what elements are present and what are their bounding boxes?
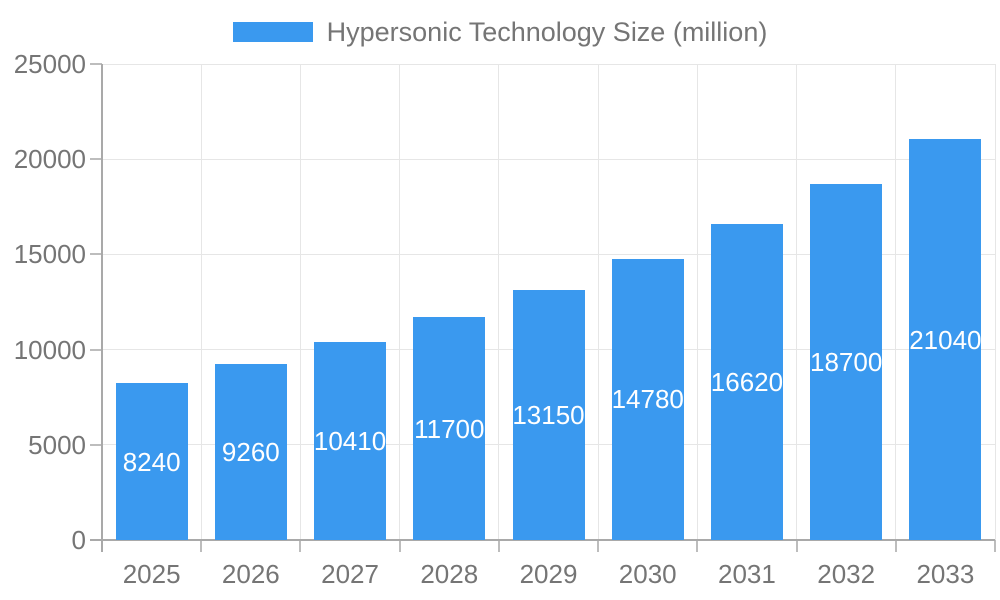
- y-tick-label: 25000: [13, 49, 86, 79]
- bar-2026[interactable]: [214, 363, 287, 540]
- x-tick-label: 2033: [916, 559, 975, 589]
- x-gridline: [299, 64, 301, 540]
- bar-2033[interactable]: [909, 139, 982, 540]
- bar-2029[interactable]: [512, 289, 585, 540]
- bar-value-label: 18700: [810, 346, 883, 377]
- legend-swatch: [232, 22, 313, 42]
- bar-value-label: 16620: [710, 366, 784, 397]
- x-tick-label: 2032: [817, 559, 876, 589]
- bar-value-label: 10410: [313, 425, 387, 456]
- y-axis-line: [101, 64, 103, 552]
- bar-2028[interactable]: [413, 317, 486, 540]
- bar-2032[interactable]: [810, 183, 883, 540]
- x-tick-mark: [299, 540, 302, 552]
- bar-value-label: 13150: [512, 399, 585, 430]
- bar-2030[interactable]: [611, 258, 684, 540]
- y-tick-label: 15000: [13, 239, 86, 270]
- bar-2031[interactable]: [710, 223, 783, 540]
- x-tick-mark: [795, 540, 798, 552]
- x-tick-mark: [894, 540, 897, 552]
- y-tick-label: 20000: [13, 144, 86, 175]
- x-tick-label: 2026: [221, 559, 280, 589]
- x-gridline: [994, 64, 996, 540]
- bar-2027[interactable]: [314, 341, 387, 540]
- y-tick-label: 10000: [13, 334, 86, 365]
- y-tick-label: 5000: [28, 429, 86, 460]
- x-gridline: [399, 64, 401, 540]
- x-gridline: [498, 64, 500, 540]
- legend-label: Hypersonic Technology Size (million): [326, 16, 768, 47]
- x-tick-label: 2031: [718, 559, 776, 589]
- x-tick-mark: [200, 540, 203, 552]
- x-gridline: [895, 64, 897, 540]
- x-axis-line: [90, 539, 995, 541]
- bar-value-label: 8240: [122, 446, 181, 477]
- x-tick-mark: [696, 540, 699, 552]
- bar-value-label: 14780: [611, 384, 684, 415]
- x-tick-mark: [398, 540, 401, 552]
- y-gridline: [102, 63, 995, 65]
- bar-value-label: 11700: [414, 413, 485, 444]
- x-tick-label: 2025: [122, 559, 181, 589]
- x-gridline: [200, 64, 202, 540]
- y-gridline: [102, 253, 995, 255]
- x-tick-label: 2027: [321, 559, 379, 589]
- y-tick-mark: [90, 63, 102, 65]
- legend[interactable]: Hypersonic Technology Size (million): [0, 16, 1000, 47]
- y-tick-mark: [90, 253, 102, 256]
- y-tick-mark: [90, 443, 102, 446]
- x-gridline: [696, 64, 698, 540]
- bar-value-label: 21040: [909, 324, 982, 355]
- y-tick-mark: [90, 348, 102, 351]
- x-tick-label: 2029: [519, 559, 578, 589]
- bar-2025[interactable]: [115, 383, 188, 540]
- x-tick-mark: [994, 540, 996, 552]
- x-tick-mark: [497, 540, 500, 552]
- x-tick-label: 2030: [618, 559, 677, 589]
- x-gridline: [597, 64, 599, 540]
- bar-value-label: 9260: [221, 436, 280, 467]
- y-tick-mark: [90, 158, 102, 161]
- y-gridline: [102, 158, 995, 160]
- x-gridline: [796, 64, 798, 540]
- y-tick-label: 0: [71, 525, 86, 555]
- x-tick-mark: [597, 540, 600, 552]
- x-tick-label: 2028: [420, 559, 479, 589]
